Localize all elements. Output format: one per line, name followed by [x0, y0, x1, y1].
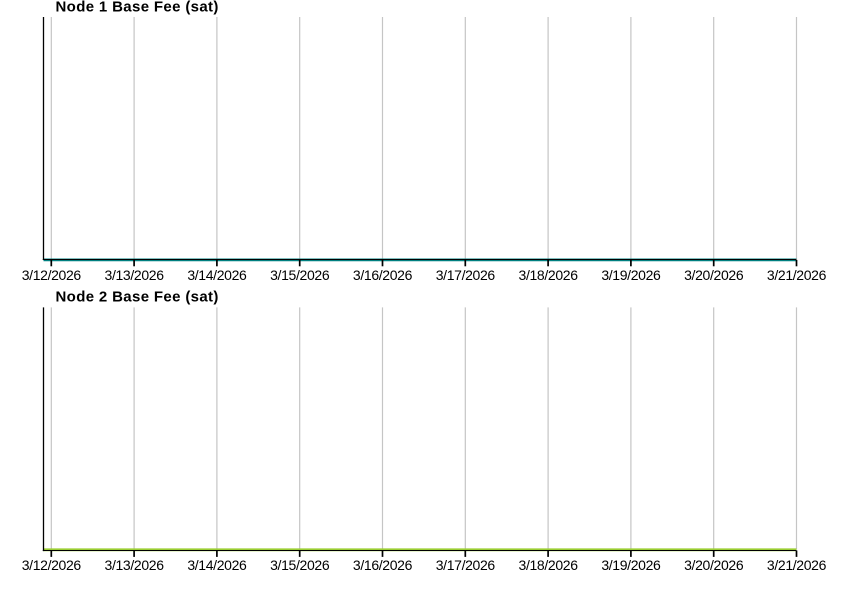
- svg-text:3/12/2026: 3/12/2026: [22, 267, 82, 283]
- svg-text:Node 1 Base Fee (sat): Node 1 Base Fee (sat): [56, 0, 219, 16]
- svg-text:3/12/2026: 3/12/2026: [22, 557, 82, 573]
- svg-text:3/14/2026: 3/14/2026: [187, 557, 247, 573]
- svg-text:3/20/2026: 3/20/2026: [684, 267, 744, 283]
- svg-text:3/19/2026: 3/19/2026: [601, 557, 661, 573]
- svg-text:3/16/2026: 3/16/2026: [353, 267, 413, 283]
- svg-text:3/21/2026: 3/21/2026: [767, 267, 827, 283]
- svg-text:3/13/2026: 3/13/2026: [105, 267, 165, 283]
- svg-text:3/20/2026: 3/20/2026: [684, 557, 744, 573]
- svg-text:3/17/2026: 3/17/2026: [436, 267, 496, 283]
- svg-text:3/18/2026: 3/18/2026: [519, 267, 579, 283]
- svg-text:3/15/2026: 3/15/2026: [270, 267, 330, 283]
- svg-text:3/16/2026: 3/16/2026: [353, 557, 413, 573]
- svg-text:3/14/2026: 3/14/2026: [187, 267, 247, 283]
- svg-text:3/18/2026: 3/18/2026: [519, 557, 579, 573]
- svg-text:Node 2 Base Fee (sat): Node 2 Base Fee (sat): [56, 288, 219, 305]
- svg-text:3/15/2026: 3/15/2026: [270, 557, 330, 573]
- svg-text:3/19/2026: 3/19/2026: [601, 267, 661, 283]
- svg-text:3/13/2026: 3/13/2026: [105, 557, 165, 573]
- svg-text:3/17/2026: 3/17/2026: [436, 557, 496, 573]
- svg-text:3/21/2026: 3/21/2026: [767, 557, 827, 573]
